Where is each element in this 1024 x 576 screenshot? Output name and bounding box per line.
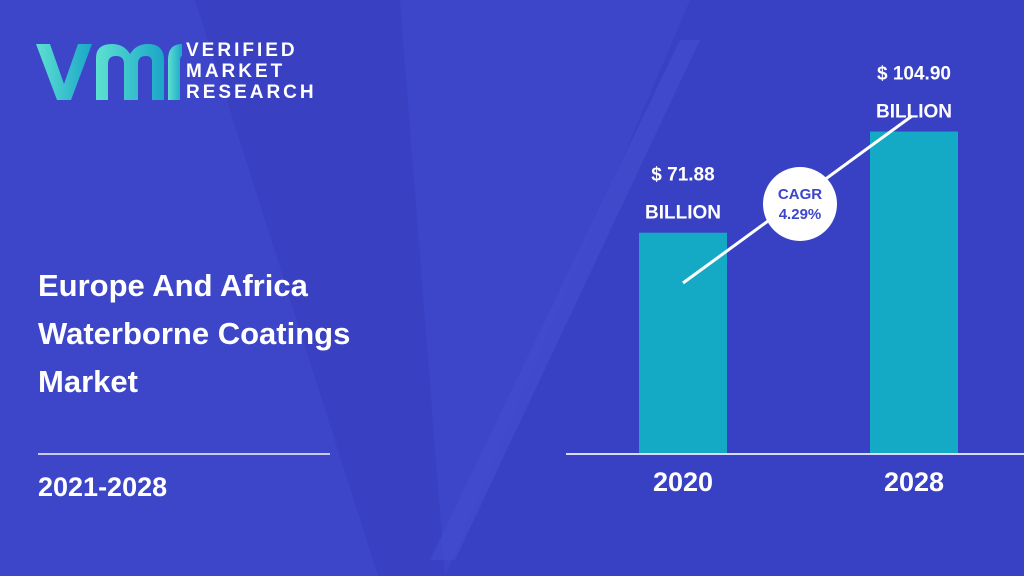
forecast-period: 2021-2028 — [38, 472, 168, 502]
title-line-2: Waterborne Coatings — [38, 316, 351, 351]
x-tick-label-2020: 2020 — [653, 467, 713, 497]
logo-line-verified: VERIFIED — [186, 40, 298, 61]
cagr-value: 4.29% — [779, 206, 822, 223]
data-label-value-2020: $ 71.88 — [651, 165, 714, 186]
title-divider — [38, 453, 330, 455]
cagr-badge — [763, 167, 837, 241]
title-line-1: Europe And Africa — [38, 268, 308, 303]
title-line-3: Market — [38, 364, 138, 399]
cagr-label: CAGR — [778, 186, 822, 203]
market-title: Europe And Africa Waterborne Coatings Ma… — [38, 262, 458, 406]
data-label-unit-2028: BILLION — [876, 102, 952, 123]
data-label-unit-2020: BILLION — [645, 203, 721, 224]
bar-2020 — [639, 232, 727, 453]
x-tick-label-2028: 2028 — [884, 467, 944, 497]
data-label-value-2028: $ 104.90 — [877, 64, 951, 85]
bar-2028 — [870, 131, 958, 453]
logo-line-research: RESEARCH — [186, 82, 317, 103]
logo-wordmark: VERIFIED MARKET RESEARCH — [186, 40, 317, 103]
vmr-logo-icon — [36, 44, 182, 100]
logo-line-market: MARKET — [186, 61, 286, 82]
